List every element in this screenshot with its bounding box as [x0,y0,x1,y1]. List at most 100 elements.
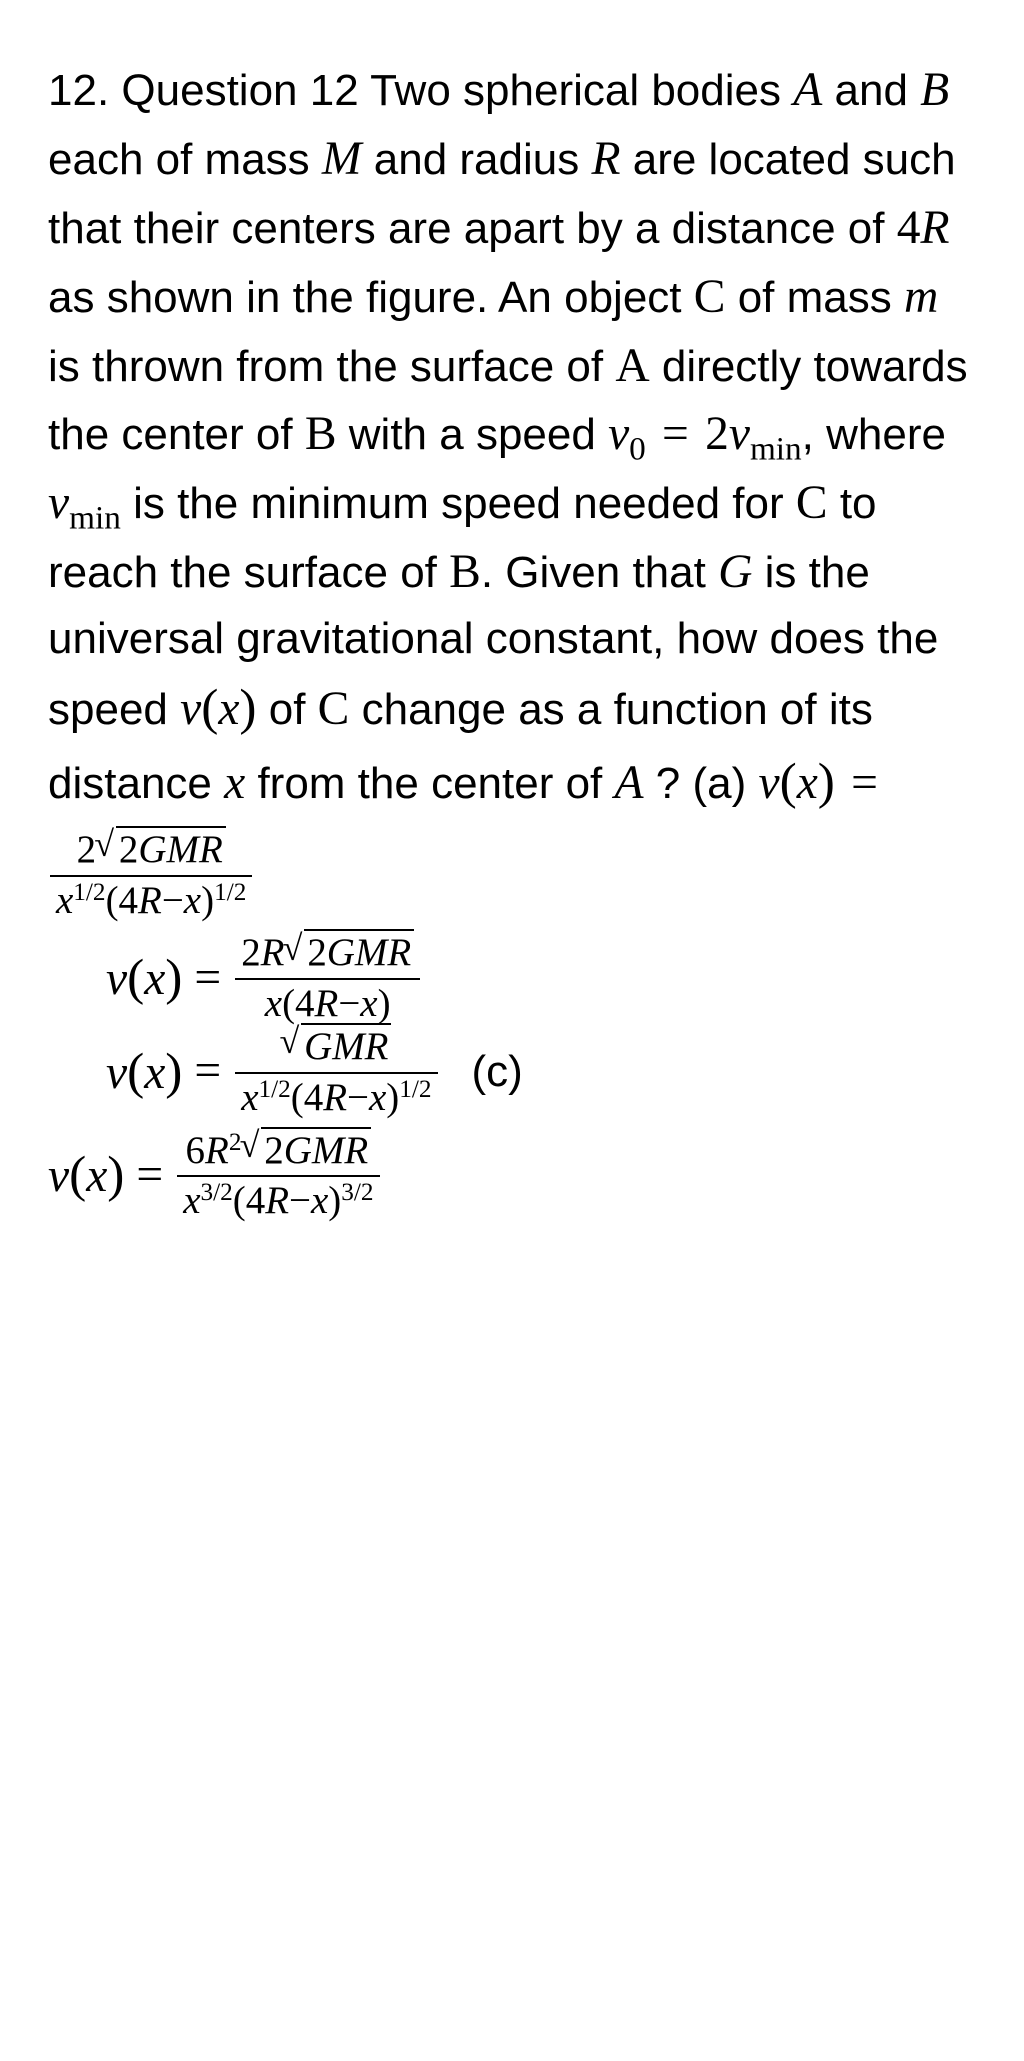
num-4: 4 [119,879,138,922]
x: x [56,879,73,922]
paren-open: ( [201,679,218,736]
var-v0: v0 [608,408,646,460]
var-R: R [920,202,949,254]
lhs-v-of-x: v(x) [106,941,182,1015]
lhs-v-of-x: v(x) [759,757,835,809]
x: x [144,1047,165,1099]
option-c-line: v(x) = GMR x1/2(4R−x)1/2 (c) [48,1023,976,1121]
option-b-fraction: 2R2GMR x(4R−x) [235,929,420,1027]
option-d-line: v(x) = 6R22GMR x3/2(4R−x)3/2 [48,1127,976,1225]
paren-close: ) [165,1043,182,1100]
x: x [218,683,239,735]
text: and radius [374,135,579,184]
option-a-fraction: 222GMRGMR x1/2(4R−x)1/2 [50,826,252,924]
paren-close: ) [239,679,256,736]
text: with a speed [349,410,596,459]
v: v [608,408,629,460]
paren-open: ( [282,982,295,1025]
x: x [311,1179,328,1222]
text: Question 12 Two spherical bodies [121,66,781,115]
R: R [205,1129,229,1172]
paren-open: ( [291,1076,304,1119]
equals: = [190,1037,225,1106]
exp: 3/2 [341,1178,373,1206]
paren-open: ( [780,753,797,810]
var-B: B [920,64,949,116]
x: x [369,1076,386,1119]
options-block: 222GMRGMR x1/2(4R−x)1/2 v(x) = 2R2GMR x(… [48,826,976,1225]
option-a-line: 222GMRGMR x1/2(4R−x)1/2 [48,826,976,924]
exp: 1/2 [73,878,105,906]
num-6: 6 [186,1129,205,1172]
exp: 1/2 [214,878,246,906]
var-M: M [322,133,362,185]
R: R [315,982,339,1025]
option-c-tag: (c) [448,1040,523,1104]
fn-v-of-x: v(x) [180,683,256,735]
sqrt: GMR [281,1023,391,1070]
var-C: C [796,477,828,529]
sqrt: 2GMR [241,1127,371,1174]
option-b-line: v(x) = 2R2GMR x(4R−x) [48,929,976,1027]
v: v [759,757,780,809]
var-C: C [694,271,726,323]
option-d-fraction: 6R22GMR x3/2(4R−x)3/2 [177,1127,379,1225]
text: as shown in the figure. An object [48,273,682,322]
sub-0: 0 [629,431,646,468]
equals: = [847,757,882,809]
paren-open: ( [106,879,119,922]
sqrt: 22GMRGMR [96,826,226,873]
paren-close: ) [201,879,214,922]
x: x [184,879,201,922]
var-B: B [305,408,337,460]
lhs-v-of-x: v(x) [106,1035,182,1109]
num-2: 2 [705,408,729,460]
paren-close: ) [107,1146,124,1203]
x: x [797,757,818,809]
text: each of mass [48,135,310,184]
paren-close: ) [165,949,182,1006]
exp: 1/2 [399,1075,431,1103]
num-2: 2 [241,931,260,974]
var-m: m [904,271,938,323]
var-R: R [591,133,620,185]
var-A: A [615,757,644,809]
x: x [265,982,282,1025]
num-2: 2 [77,828,96,871]
minus: − [289,1179,311,1222]
paren-open: ( [127,949,144,1006]
num-4: 4 [304,1076,323,1119]
var-vmin: vmin [729,408,802,460]
paren-close: ) [328,1179,341,1222]
v: v [48,1150,69,1202]
x: x [360,982,377,1025]
text: and [835,66,908,115]
R: R [261,931,285,974]
exp: 3/2 [200,1178,232,1206]
num-4: 4 [897,202,921,254]
option-c-fraction: GMR x1/2(4R−x)1/2 [235,1023,437,1121]
v: v [48,477,69,529]
sqrt: 2GMR [284,929,414,976]
text: ? [656,759,680,808]
option-a-tag: (a) [693,759,747,808]
text: is thrown from the surface of [48,342,603,391]
lhs-v-of-x: v(x) [48,1138,124,1212]
R: R [265,1179,289,1222]
text: of mass [738,273,892,322]
v: v [729,408,750,460]
var-A: A [615,340,649,392]
R: R [323,1076,347,1119]
v: v [180,683,201,735]
num-4: 4 [246,1179,265,1222]
x: x [241,1076,258,1119]
sub-min: min [750,431,802,468]
paren-open: ( [127,1043,144,1100]
minus: − [162,879,184,922]
paren-close: ) [378,982,391,1025]
question-number: 12. [48,66,109,115]
sub-min: min [69,500,121,537]
text: from the center of [257,759,602,808]
var-A: A [793,64,822,116]
num-4: 4 [295,982,314,1025]
